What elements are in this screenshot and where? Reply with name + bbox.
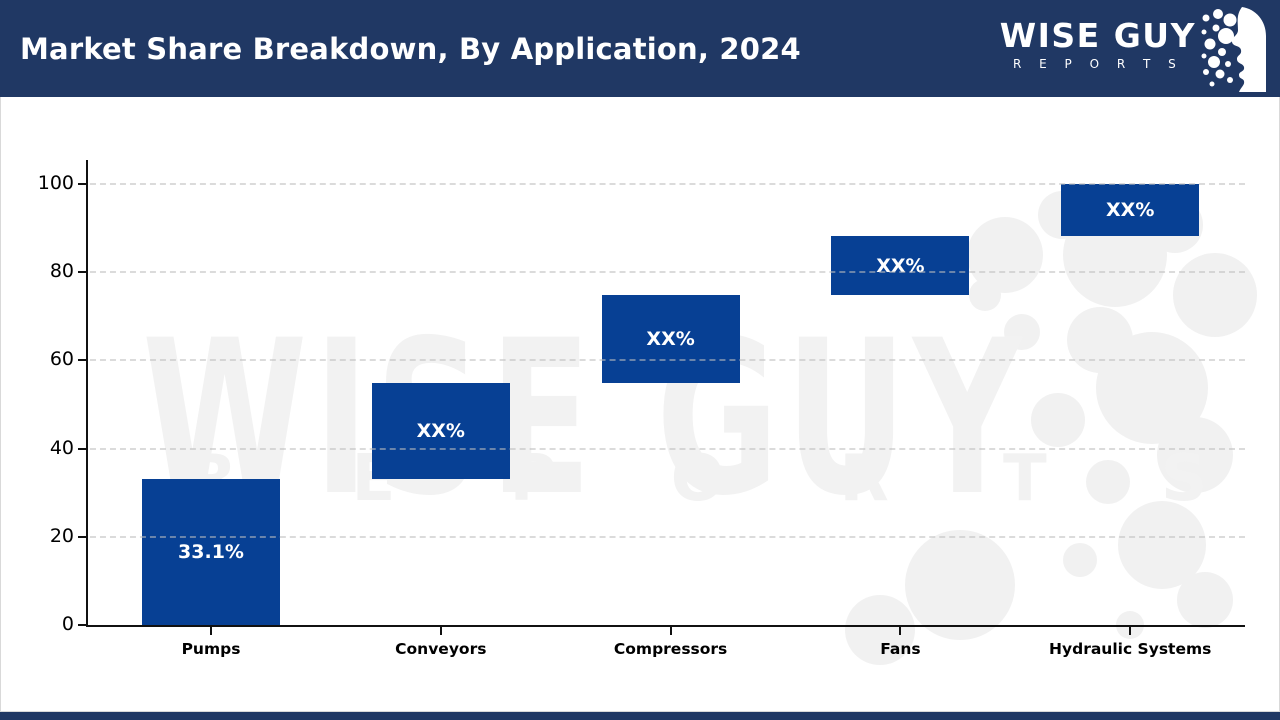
y-axis-tick-label: 40 [49, 436, 74, 459]
brand-logo: WISE GUY R E P O R T S [1000, 4, 1268, 94]
logo-line2: R E P O R T S [1012, 57, 1183, 71]
header-bar: Market Share Breakdown, By Application, … [0, 0, 1280, 97]
bar-value-label: XX% [416, 419, 465, 442]
logo-wordmark: WISE GUY R E P O R T S [1000, 18, 1196, 72]
y-axis-line [86, 160, 88, 627]
category-label: Pumps [181, 640, 241, 658]
bar-value-label: 33.1% [178, 541, 244, 563]
page-title: Market Share Breakdown, By Application, … [20, 31, 801, 66]
y-axis-tick [78, 359, 86, 362]
chart-area: 0 20 40 60 80 100 33.1% Pumps XX% Conveyors XX% Com… [0, 97, 1280, 712]
gridline [90, 535, 1245, 538]
bar-conveyors: XX% [371, 382, 510, 480]
y-axis-tick-label: 80 [49, 260, 74, 283]
gridline [90, 359, 1245, 362]
x-axis-tick [210, 627, 212, 635]
category-label: Conveyors [395, 640, 487, 658]
category-label: Hydraulic Systems [1049, 640, 1212, 658]
x-axis-tick [439, 627, 442, 635]
y-axis-tick [78, 271, 86, 274]
logo-line1: WISE GUY [999, 16, 1196, 55]
x-axis-tick [899, 627, 902, 635]
y-axis-tick [78, 535, 86, 538]
watermark-reports: R E P O R T S [188, 442, 1254, 516]
footer-divider [0, 711, 1280, 712]
watermark-wordmark: WISE GUY [142, 296, 1028, 544]
y-axis-tick [78, 624, 86, 626]
y-axis-tick [78, 447, 86, 450]
y-axis-tick-label: 60 [49, 348, 74, 371]
bar-pumps: 33.1% [142, 479, 280, 625]
bar-hydraulic-systems: XX% [1061, 184, 1200, 237]
y-axis-tick-label: 100 [37, 172, 74, 194]
head-profile-icon [1201, 7, 1266, 92]
gridline [90, 183, 1245, 185]
bar-value-label: XX% [876, 254, 925, 277]
category-label: Fans [880, 640, 921, 658]
bar-compressors: XX% [601, 294, 740, 383]
y-axis-tick-label: 20 [49, 524, 74, 547]
x-axis-line [86, 625, 1245, 627]
x-axis-tick [669, 627, 672, 635]
bar-value-label: XX% [1106, 199, 1155, 222]
y-axis-tick [78, 183, 86, 185]
footer-bar [0, 712, 1280, 720]
x-axis-tick [1129, 627, 1132, 635]
gridline [90, 447, 1245, 450]
bar-value-label: XX% [646, 327, 695, 350]
y-axis-tick-label: 0 [61, 613, 74, 635]
gridline [90, 271, 1245, 274]
bar-fans: XX% [831, 236, 970, 295]
category-label: Compressors [613, 640, 728, 658]
